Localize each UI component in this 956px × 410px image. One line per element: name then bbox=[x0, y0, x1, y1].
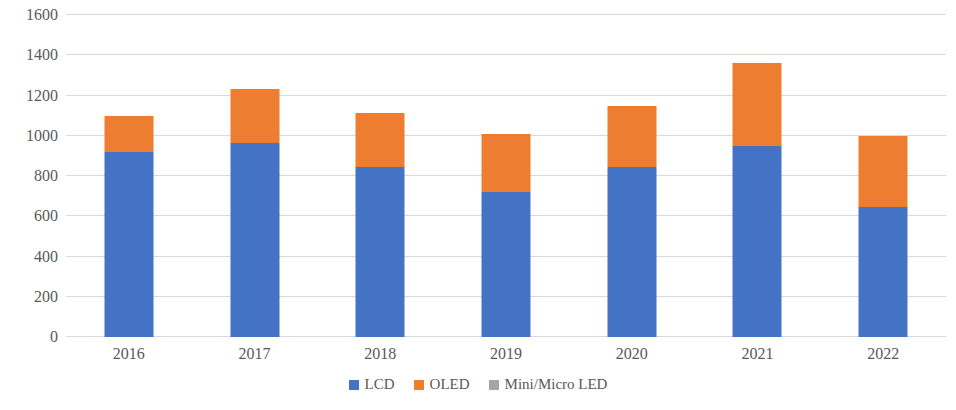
x-tick-label-2021: 2021 bbox=[741, 345, 773, 363]
bar-segment-oled-2019 bbox=[482, 134, 531, 192]
legend-swatch-icon bbox=[414, 380, 424, 390]
legend-swatch-icon bbox=[349, 380, 359, 390]
bar-segment-oled-2016 bbox=[104, 116, 153, 152]
y-tick-label: 400 bbox=[34, 248, 58, 266]
legend-label: LCD bbox=[365, 376, 395, 393]
x-tick-label-2017: 2017 bbox=[239, 345, 271, 363]
bar-segment-lcd-2019 bbox=[482, 192, 531, 337]
bar-2018 bbox=[356, 15, 405, 337]
y-tick-label: 1400 bbox=[26, 46, 58, 64]
bar-2017 bbox=[230, 15, 279, 337]
x-tick-label-2019: 2019 bbox=[490, 345, 522, 363]
bar-segment-oled-2021 bbox=[733, 63, 782, 146]
x-tick-label-2022: 2022 bbox=[867, 345, 899, 363]
y-tick-label: 1600 bbox=[26, 6, 58, 24]
legend-item-mini-micro-led: Mini/Micro LED bbox=[489, 376, 608, 393]
bar-segment-lcd-2022 bbox=[859, 207, 908, 337]
y-tick-label: 200 bbox=[34, 288, 58, 306]
bar-segment-oled-2022 bbox=[859, 136, 908, 207]
x-tick-label-2020: 2020 bbox=[616, 345, 648, 363]
bar-2016 bbox=[104, 15, 153, 337]
bar-segment-lcd-2021 bbox=[733, 146, 782, 337]
bar-segment-lcd-2018 bbox=[356, 167, 405, 337]
plot-area bbox=[66, 15, 946, 337]
legend-item-oled: OLED bbox=[414, 376, 470, 393]
legend-label: Mini/Micro LED bbox=[505, 376, 608, 393]
bar-segment-oled-2018 bbox=[356, 113, 405, 167]
y-axis: 02004006008001000120014001600 bbox=[0, 15, 58, 337]
bar-segment-oled-2020 bbox=[607, 106, 656, 167]
bar-segment-lcd-2016 bbox=[104, 152, 153, 337]
y-tick-label: 600 bbox=[34, 207, 58, 225]
bar-segment-oled-2017 bbox=[230, 89, 279, 142]
x-tick-label-2018: 2018 bbox=[364, 345, 396, 363]
legend-swatch-icon bbox=[489, 380, 499, 390]
y-tick-label: 800 bbox=[34, 167, 58, 185]
legend: LCD OLED Mini/Micro LED bbox=[0, 376, 956, 393]
legend-item-lcd: LCD bbox=[349, 376, 395, 393]
bar-2020 bbox=[607, 15, 656, 337]
x-tick-label-2016: 2016 bbox=[113, 345, 145, 363]
y-tick-label: 1000 bbox=[26, 127, 58, 145]
bar-segment-lcd-2020 bbox=[607, 167, 656, 337]
stacked-bar-chart: 02004006008001000120014001600 2016201720… bbox=[0, 0, 956, 410]
legend-label: OLED bbox=[430, 376, 470, 393]
y-tick-label: 0 bbox=[50, 328, 58, 346]
bar-2022 bbox=[859, 15, 908, 337]
bar-2021 bbox=[733, 15, 782, 337]
x-axis: 2016 2017 2018 2019 2020 2021 2022 bbox=[66, 345, 946, 367]
y-tick-label: 1200 bbox=[26, 87, 58, 105]
bar-2019 bbox=[482, 15, 531, 337]
bar-segment-lcd-2017 bbox=[230, 143, 279, 337]
